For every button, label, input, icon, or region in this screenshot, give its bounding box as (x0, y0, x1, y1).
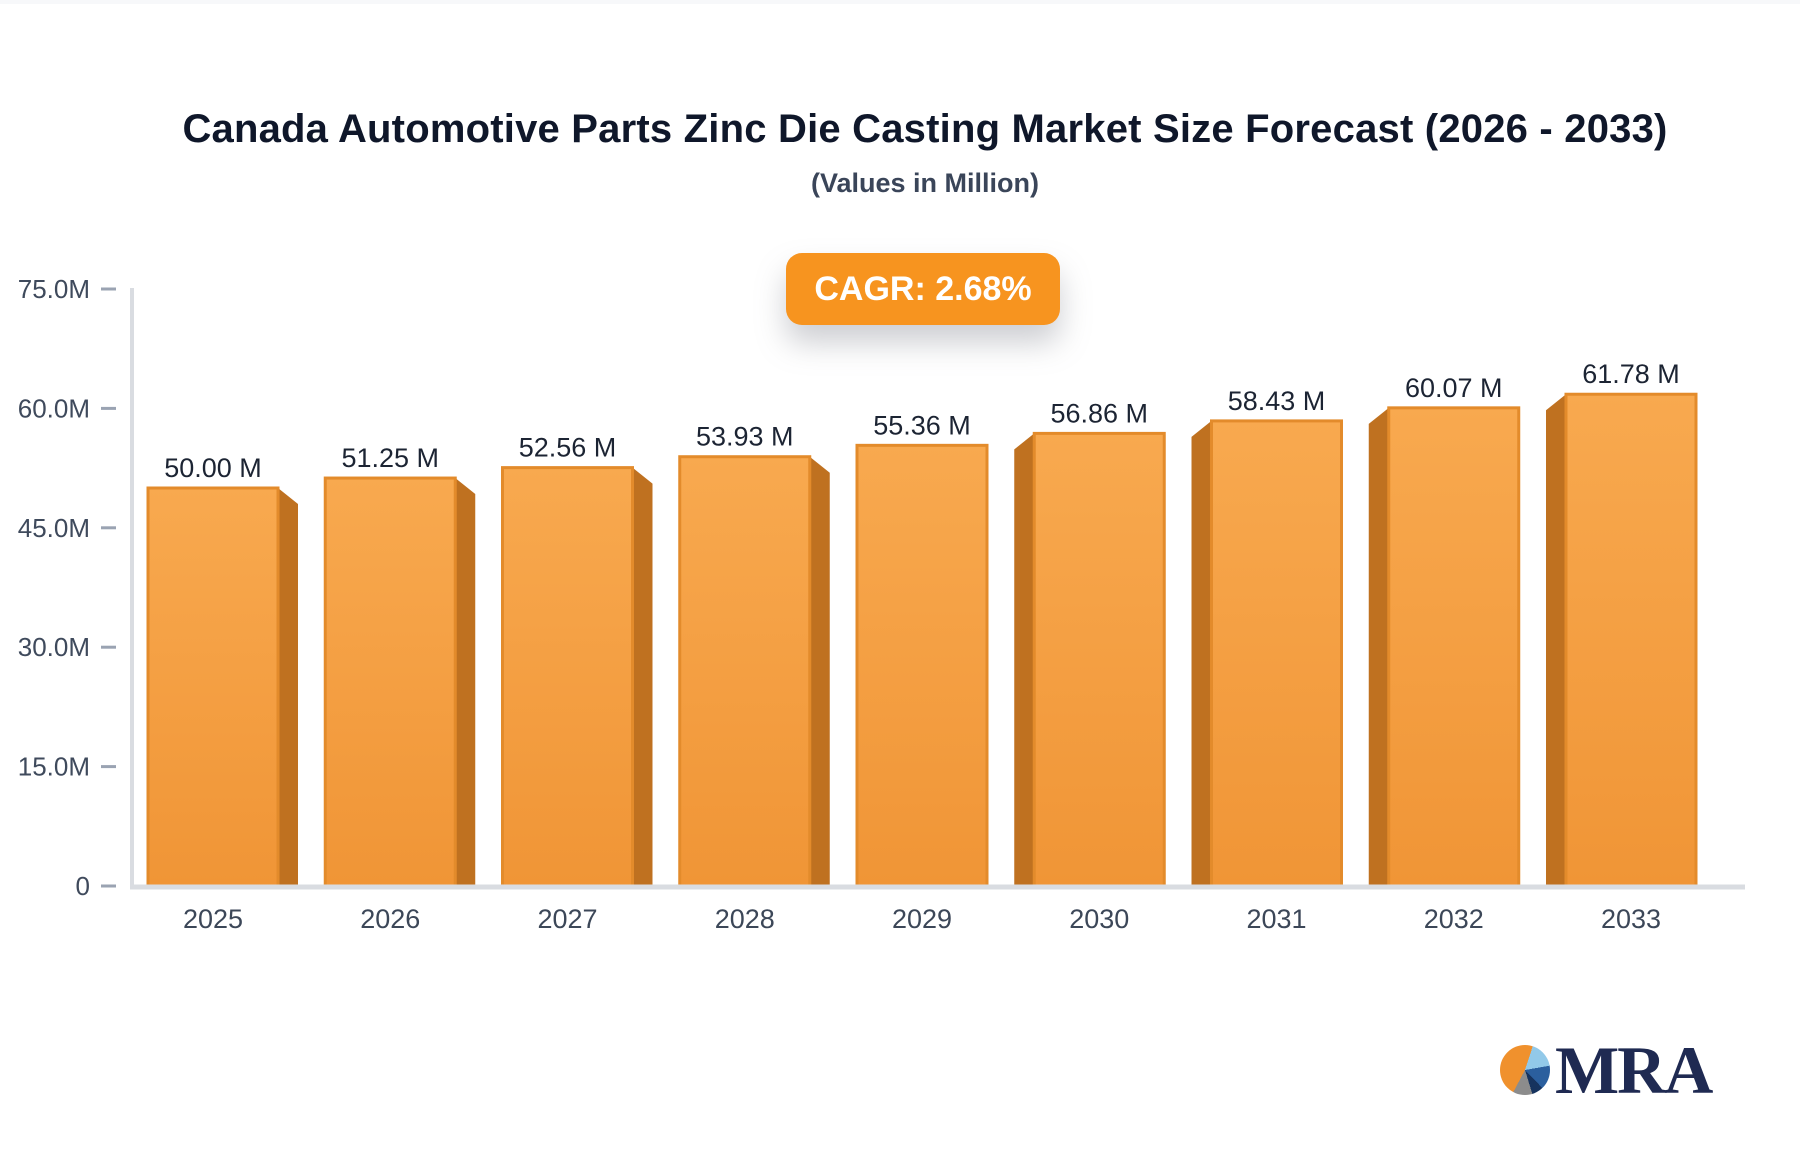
bar-side-2028 (809, 456, 830, 886)
x-tick-label-2029: 2029 (892, 904, 952, 934)
chart-header: Canada Automotive Parts Zinc Die Casting… (50, 106, 1800, 199)
bar-side-2032 (1368, 407, 1389, 886)
bar-side-2027 (632, 467, 653, 886)
bar-value-label-2030: 56.86 M (1050, 398, 1148, 428)
bar-2026 (323, 476, 457, 888)
x-tick-label-2030: 2030 (1069, 904, 1129, 934)
y-tick-label-60.0M: 60.0M (18, 393, 90, 423)
x-tick-label-2026: 2026 (360, 904, 420, 934)
bar-value-label-2026: 51.25 M (341, 443, 439, 473)
bar-2025 (146, 486, 280, 888)
x-tick-label-2027: 2027 (537, 904, 597, 934)
cagr-badge: CAGR: 2.68% (786, 253, 1060, 325)
bar-value-label-2025: 50.00 M (164, 453, 262, 483)
bar-group-2028: 53.93 M 2028 (678, 422, 830, 934)
bar-2032 (1387, 406, 1521, 888)
x-tick-label-2028: 2028 (715, 904, 775, 934)
brand-logo-text: MRA (1555, 1032, 1713, 1108)
chart-subtitle: (Values in Million) (810, 168, 1040, 198)
x-tick-label-2032: 2032 (1424, 904, 1484, 934)
cagr-badge-label: CAGR: 2.68% (814, 269, 1032, 308)
bar-2030 (1032, 431, 1166, 888)
chart-title: Canada Automotive Parts Zinc Die Casting… (182, 107, 1668, 151)
bar-group-2027: 52.56 M 2027 (501, 433, 653, 934)
bar-group-2030: 56.86 M 2030 (1014, 398, 1166, 934)
bar-2031 (1210, 419, 1343, 888)
y-tick-label-75.0M: 75.0M (18, 274, 90, 304)
bar-value-label-2031: 58.43 M (1228, 386, 1326, 416)
bar-value-label-2028: 53.93 M (696, 422, 794, 452)
bar-group-2033: 61.78 M 2033 (1546, 359, 1698, 934)
bar-value-label-2033: 61.78 M (1582, 359, 1680, 389)
bar-side-2025 (278, 488, 298, 886)
y-tick-label-15.0M: 15.0M (18, 752, 90, 782)
y-tick-label-0: 0 (76, 871, 90, 901)
bar-2033 (1564, 392, 1698, 888)
y-tick-label-45.0M: 45.0M (18, 513, 90, 543)
bar-value-label-2029: 55.36 M (873, 410, 971, 440)
pie-chart-icon (1500, 1045, 1550, 1095)
bar-side-2031 (1191, 420, 1212, 886)
bar-side-2026 (455, 478, 476, 886)
bar-2028 (678, 455, 812, 888)
bar-group-2029: 55.36 M 2029 (855, 410, 989, 934)
page-top-border (0, 0, 1800, 4)
x-tick-label-2033: 2033 (1601, 904, 1661, 934)
bar-side-2030 (1014, 433, 1035, 886)
bar-side-2033 (1546, 394, 1566, 886)
bar-value-label-2032: 60.07 M (1405, 373, 1503, 403)
bar-2027 (501, 466, 634, 888)
bar-group-2031: 58.43 M 2031 (1191, 386, 1343, 934)
bar-group-2025: 50.00 M 2025 (146, 453, 298, 934)
bar-group-2032: 60.07 M 2032 (1368, 373, 1521, 934)
x-tick-label-2031: 2031 (1246, 904, 1306, 934)
bar-value-label-2027: 52.56 M (519, 433, 617, 463)
x-tick-label-2025: 2025 (183, 904, 243, 934)
bar-group-2026: 51.25 M 2026 (323, 443, 476, 934)
brand-logo: MRA (1500, 1032, 1713, 1108)
bar-2029 (855, 443, 989, 888)
y-tick-label-30.0M: 30.0M (18, 632, 90, 662)
